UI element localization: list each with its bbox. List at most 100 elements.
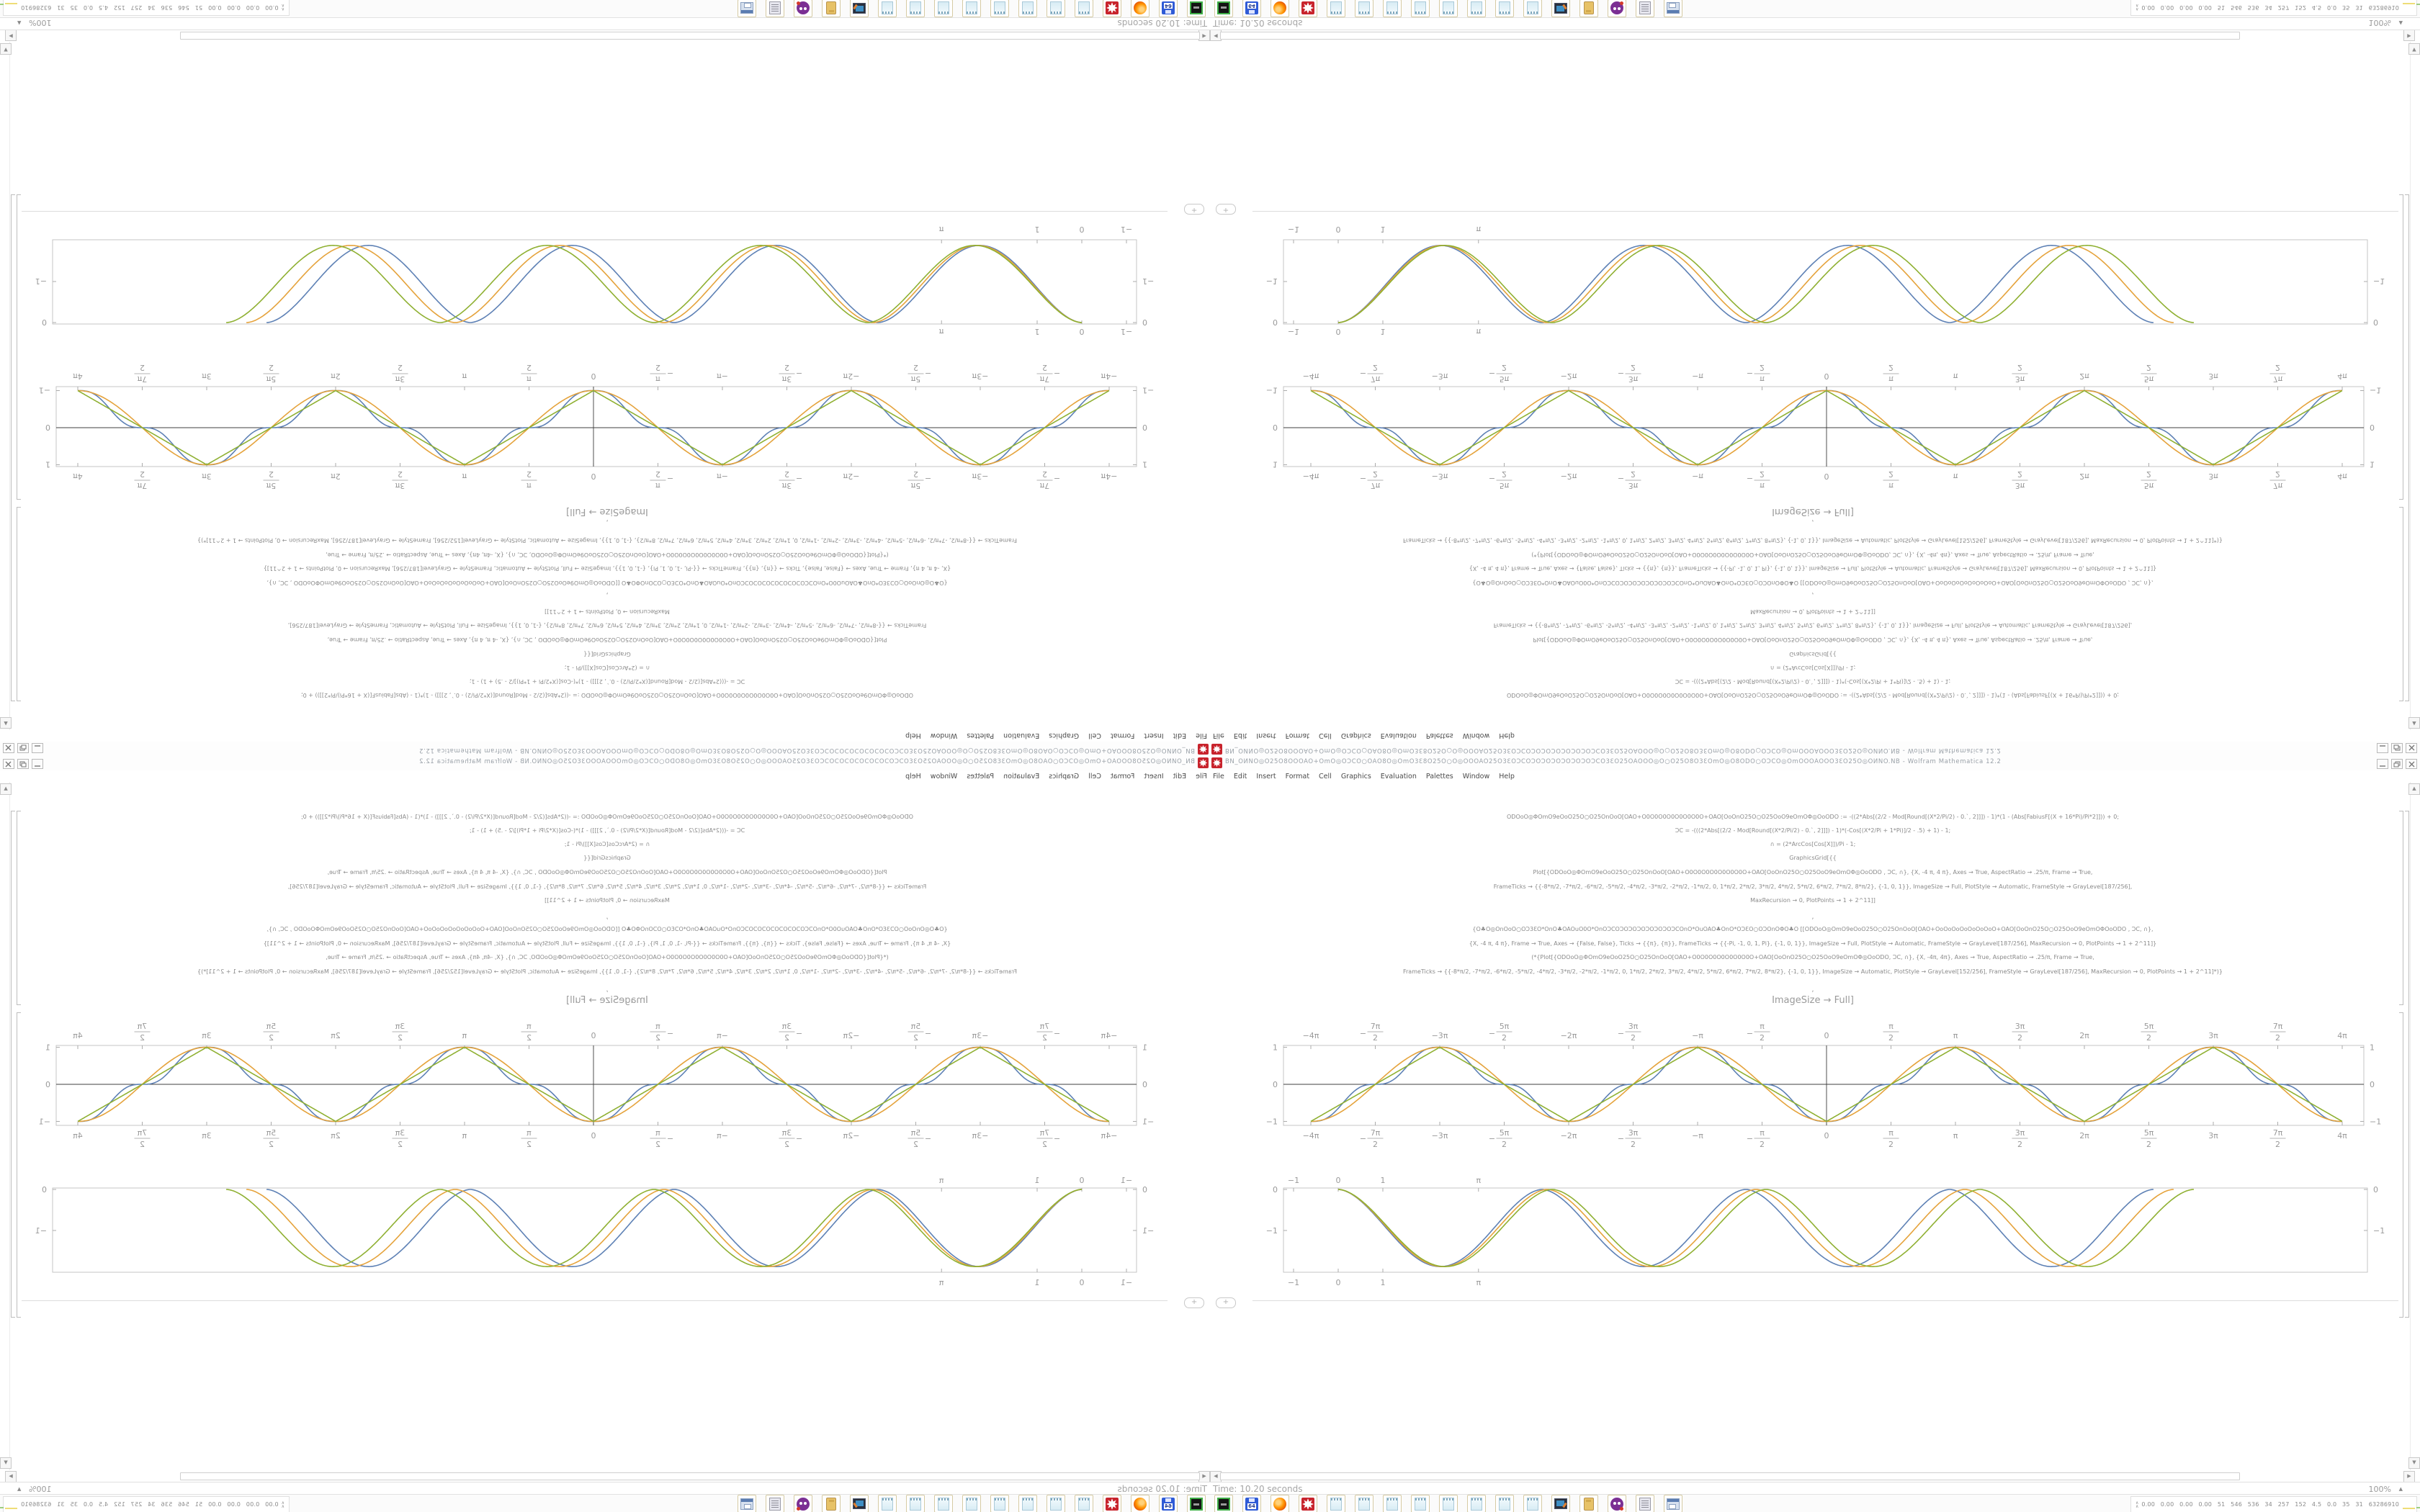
horizontal-scrollbar-track[interactable]: [180, 1472, 1200, 1480]
code-line[interactable]: Plot[{ODOoO◎ΦOmO9eOoO25O○O25OnOoO[OAO+O0…: [1533, 869, 2093, 876]
menu-item-format[interactable]: Format: [1110, 732, 1135, 740]
menu-item-window[interactable]: Window: [1462, 772, 1490, 780]
taskbar-icon-notepad[interactable]: [1047, 0, 1065, 17]
vertical-scrollbar-track[interactable]: [2410, 782, 2411, 1470]
taskbar-icon-terminal[interactable]: [1187, 1495, 1206, 1512]
menu-item-window[interactable]: Window: [1462, 732, 1490, 740]
output-cell-label[interactable]: ImageSize → Full]: [1772, 506, 1854, 517]
taskbar-icon-firefox[interactable]: [1131, 0, 1150, 17]
plot1-graphic[interactable]: −4π−4π7π2−7π2−−3π−3π5π2−5π2−−2π−2π3π2−3π…: [1210, 323, 2420, 503]
taskbar-icon-notepad[interactable]: [1327, 0, 1345, 17]
restore-button[interactable]: [2391, 759, 2403, 769]
horizontal-scrollbar[interactable]: ◀ ▶: [1210, 30, 2420, 42]
taskbar-icon-notepad[interactable]: [1411, 1495, 1430, 1512]
plot1-graphic[interactable]: −4π−4π7π2−7π2−−3π−3π5π2−5π2−−2π−2π3π2−3π…: [0, 323, 1210, 503]
input-cell-code[interactable]: ODOoO◎ΦOmO9eOoO25O○O25OnOoO[OAO+O0O0O0O0…: [1232, 782, 2394, 1020]
input-cell-code[interactable]: ODOoO◎ΦOmO9eOoO25O○O25OnOoO[OAO+O0O0O0O0…: [26, 782, 1188, 1020]
taskbar-icon-mathematica[interactable]: [1103, 0, 1121, 17]
taskbar-icon-purple-badge[interactable]: [1608, 1495, 1626, 1512]
code-line[interactable]: ,: [1811, 518, 1814, 526]
window-title-bar[interactable]: BN_OИNO◎O25O8OÖOAO+OmO◎OƆCO○OAO8O◎OmO3Ɛ8…: [1210, 756, 2420, 770]
close-button[interactable]: [2406, 743, 2417, 753]
code-line[interactable]: GraphicsGrid[{{: [1789, 855, 1837, 861]
minimize-button[interactable]: [32, 743, 43, 753]
taskbar-icon-notepad[interactable]: [1355, 0, 1373, 17]
code-line[interactable]: ODOoO◎ΦOmO9eOoO25O○O25OnOoO[OAO+O0O0O0O0…: [1506, 692, 2120, 698]
taskbar-icon-notepad[interactable]: [1018, 0, 1037, 17]
output-cell-label[interactable]: ImageSize → Full]: [1772, 995, 1854, 1006]
cell-group-bracket[interactable]: [11, 194, 15, 701]
tray-expand-icon[interactable]: ∧ ∧: [2136, 1500, 2139, 1509]
code-line[interactable]: (*{Plot[{ODOoO◎ΦOmO9eOoO25O○O25OnOoO[OAO…: [326, 954, 889, 960]
menu-item-palettes[interactable]: Palettes: [967, 772, 995, 780]
code-line[interactable]: FrameTicks → {{-8*π/2, -7*π/2, -6*π/2, -…: [197, 537, 1018, 544]
notebook-content[interactable]: ODOoO◎ΦOmO9eOoO25O○O25OnOoO[OAO+O0O0O0O0…: [0, 782, 1210, 1470]
taskbar-icon-firefox[interactable]: [1270, 0, 1289, 17]
code-line[interactable]: ODOoO◎ΦOmO9eOoO25O○O25OnOoO[OAO+O0O0O0O0…: [300, 692, 914, 698]
code-line[interactable]: ∩ = (2*ArcCos[Cos[X]])/Pi - 1;: [1770, 665, 1856, 671]
close-button[interactable]: [2406, 759, 2417, 769]
taskbar-icon-purple-badge[interactable]: [794, 0, 812, 17]
taskbar-icon-notepad[interactable]: [1495, 0, 1514, 17]
menu-item-window[interactable]: Window: [930, 772, 958, 780]
code-line[interactable]: ,: [606, 591, 609, 599]
taskbar-icon-notepad[interactable]: [1383, 0, 1402, 17]
menu-item-format[interactable]: Format: [1285, 772, 1310, 780]
output-cell-label[interactable]: ImageSize → Full]: [566, 995, 648, 1006]
scroll-up-icon[interactable]: ▲: [0, 717, 12, 729]
taskbar-icon-terminal[interactable]: [1187, 0, 1206, 17]
code-line[interactable]: FrameTicks → {{-8*π/2, -7*π/2, -6*π/2, -…: [287, 883, 927, 890]
taskbar-icon-floppy64[interactable]: 64: [1159, 0, 1178, 17]
notebook-content[interactable]: ODOoO◎ΦOmO9eOoO25O○O25OnOoO[OAO+O0O0O0O0…: [1210, 782, 2420, 1470]
menu-item-cell[interactable]: Cell: [1319, 772, 1332, 780]
code-line[interactable]: {X, -4 π, 4 π}, Frame → True, Axes → {Fa…: [263, 940, 951, 947]
code-line[interactable]: FrameTicks → {{-8*π/2, -7*π/2, -6*π/2, -…: [197, 968, 1018, 975]
scroll-right-icon[interactable]: ▶: [2403, 1471, 2415, 1482]
code-line[interactable]: ODOoO◎ΦOmO9eOoO25O○O25OnOoO[OAO+O0O0O0O0…: [1506, 814, 2120, 820]
code-line[interactable]: Plot[{ODOoO◎ΦOmO9eOoO25O○O25OnOoO[OAO+O0…: [327, 636, 887, 643]
magnification-arrow-icon[interactable]: ▲: [17, 20, 22, 26]
scroll-up-icon[interactable]: ▲: [2408, 783, 2420, 795]
horizontal-scrollbar[interactable]: ◀ ▶: [1210, 1470, 2420, 1482]
scroll-down-icon[interactable]: ▼: [2408, 1457, 2420, 1469]
menu-item-file[interactable]: File: [1196, 772, 1207, 780]
menu-item-palettes[interactable]: Palettes: [967, 732, 995, 740]
input-cell-bracket[interactable]: [17, 811, 21, 1005]
menu-item-help[interactable]: Help: [905, 772, 921, 780]
menu-item-graphics[interactable]: Graphics: [1340, 772, 1371, 780]
code-line[interactable]: MaxRecursion → 0, PlotPoints → 1 + 2^11]…: [1750, 897, 1876, 904]
new-cell-plus-icon[interactable]: +: [1216, 1297, 1236, 1308]
output-cell-label[interactable]: ImageSize → Full]: [566, 506, 648, 517]
code-line[interactable]: ƆC = -(((2*Abs[(2/2 - Mod[Round[(X*2/Pi/…: [1675, 827, 1951, 834]
magnification-arrow-icon[interactable]: ▲: [2398, 20, 2403, 26]
magnification-arrow-icon[interactable]: ▲: [17, 1486, 22, 1492]
taskbar-icon-notepad[interactable]: [878, 0, 897, 17]
code-line[interactable]: FrameTicks → {{-8*π/2, -7*π/2, -6*π/2, -…: [1402, 537, 2223, 544]
code-line[interactable]: {X, -4 π, 4 π}, Frame → True, Axes → {Fa…: [263, 565, 951, 572]
menu-item-edit[interactable]: Edit: [1233, 772, 1247, 780]
taskbar-icon-window[interactable]: [738, 0, 756, 17]
taskbar-icon-mathematica[interactable]: [1103, 1495, 1121, 1512]
taskbar-icon-terminal[interactable]: [1214, 0, 1233, 17]
cell-group-bracket[interactable]: [2405, 194, 2409, 701]
taskbar-icon-firefox[interactable]: [1131, 1495, 1150, 1512]
taskbar-icon-notepad[interactable]: [1411, 0, 1430, 17]
horizontal-scrollbar-track[interactable]: [1220, 32, 2240, 40]
code-line[interactable]: (*{Plot[{ODOoO◎ΦOmO9eOoO25O○O25OnOoO[OAO…: [326, 552, 889, 558]
code-line[interactable]: {X, -4 π, 4 π}, Frame → True, Axes → {Fa…: [1469, 940, 2157, 947]
taskbar-icon-window[interactable]: [1664, 0, 1682, 17]
scroll-down-icon[interactable]: ▼: [0, 1457, 12, 1469]
code-line[interactable]: ∩ = (2*ArcCos[Cos[X]])/Pi - 1;: [1770, 841, 1856, 847]
menu-item-window[interactable]: Window: [930, 732, 958, 740]
menu-item-help[interactable]: Help: [1499, 732, 1515, 740]
code-line[interactable]: GraphicsGrid[{{: [583, 651, 631, 657]
taskbar-icon-floppy64[interactable]: 64: [1242, 1495, 1261, 1512]
code-line[interactable]: ,: [1811, 913, 1814, 921]
taskbar-icon-scroll[interactable]: [766, 0, 784, 17]
taskbar-icon-floppy64[interactable]: 64: [1159, 1495, 1178, 1512]
window-title-bar[interactable]: BN_OИNO◎O25O8OÖOAO+OmO◎OƆCO○OAO8O◎OmO3Ɛ8…: [0, 756, 1210, 770]
taskbar-icon-monitor[interactable]: [1551, 1495, 1570, 1512]
new-cell-plus-icon[interactable]: +: [1184, 204, 1204, 215]
output-cell-bracket[interactable]: [17, 1012, 21, 1318]
code-line[interactable]: ƆC = -(((2*Abs[(2/2 - Mod[Round[(X*2/Pi/…: [1675, 678, 1951, 685]
